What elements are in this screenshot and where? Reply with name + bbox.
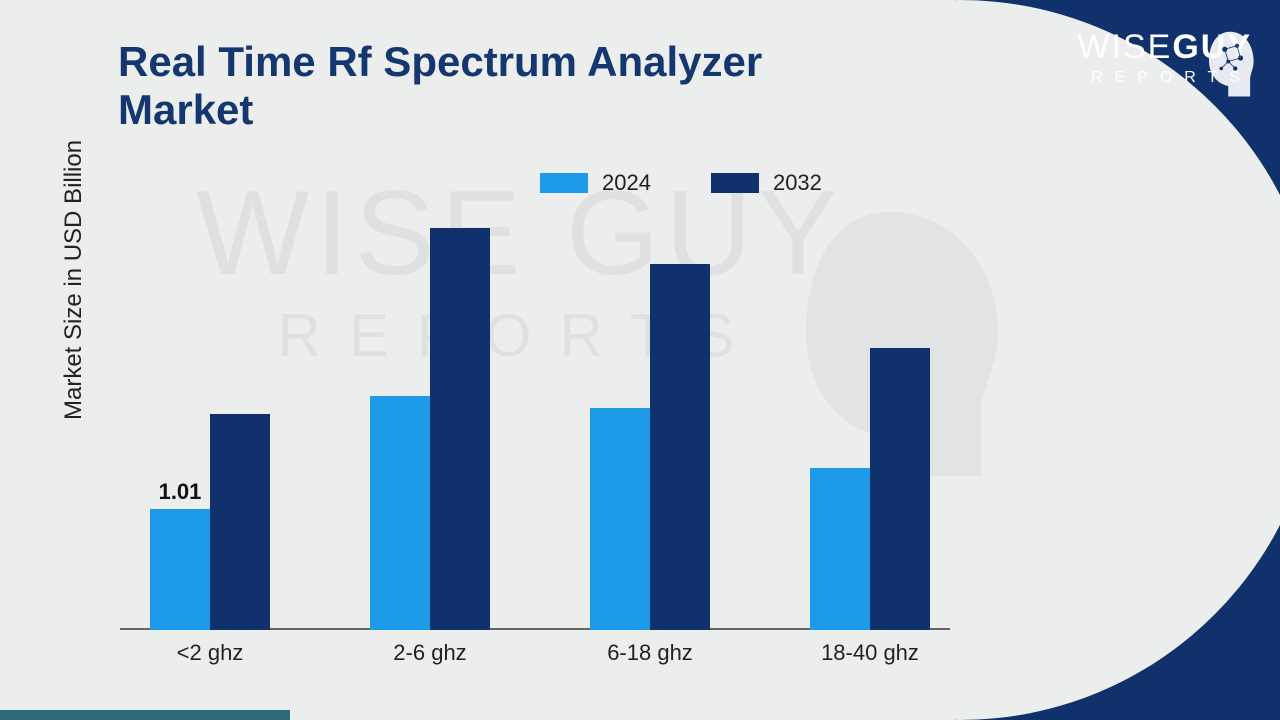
bar [210,414,270,630]
legend-item-2024: 2024 [540,170,651,196]
logo-text-wise: WISE [1077,28,1172,66]
brand-logo: WISEGUY REPORTS [1077,28,1252,87]
legend-swatch-2024 [540,173,588,193]
legend-label-2032: 2032 [773,170,822,196]
x-axis-label: 6-18 ghz [550,640,750,666]
bar [370,396,430,630]
canvas: WISE GUY REPORTS Real Time Rf Spectrum A… [0,0,1280,720]
page-title: Real Time Rf Spectrum Analyzer Market [118,38,768,135]
x-axis-label: 2-6 ghz [330,640,530,666]
y-axis-label: Market Size in USD Billion [60,140,88,420]
bar [590,408,650,630]
legend-swatch-2032 [711,173,759,193]
bar [150,509,210,630]
bar [810,468,870,630]
x-axis-label: 18-40 ghz [770,640,970,666]
x-axis-label: <2 ghz [110,640,310,666]
legend-item-2032: 2032 [711,170,822,196]
bar-chart: <2 ghz 2-6 ghz 6-18 ghz 18-40 ghz 1.01 [120,210,950,630]
bar-group: 2-6 ghz [370,228,490,630]
bar-group: 6-18 ghz [590,264,710,630]
legend: 2024 2032 [540,170,822,196]
bar [870,348,930,630]
logo-head-icon [1202,30,1258,100]
bar [430,228,490,630]
bar [650,264,710,630]
bar-group: 18-40 ghz [810,348,930,630]
bar-group: <2 ghz [150,414,270,630]
bottom-accent-bar [0,710,290,720]
legend-label-2024: 2024 [602,170,651,196]
bar-value-label: 1.01 [159,479,202,505]
